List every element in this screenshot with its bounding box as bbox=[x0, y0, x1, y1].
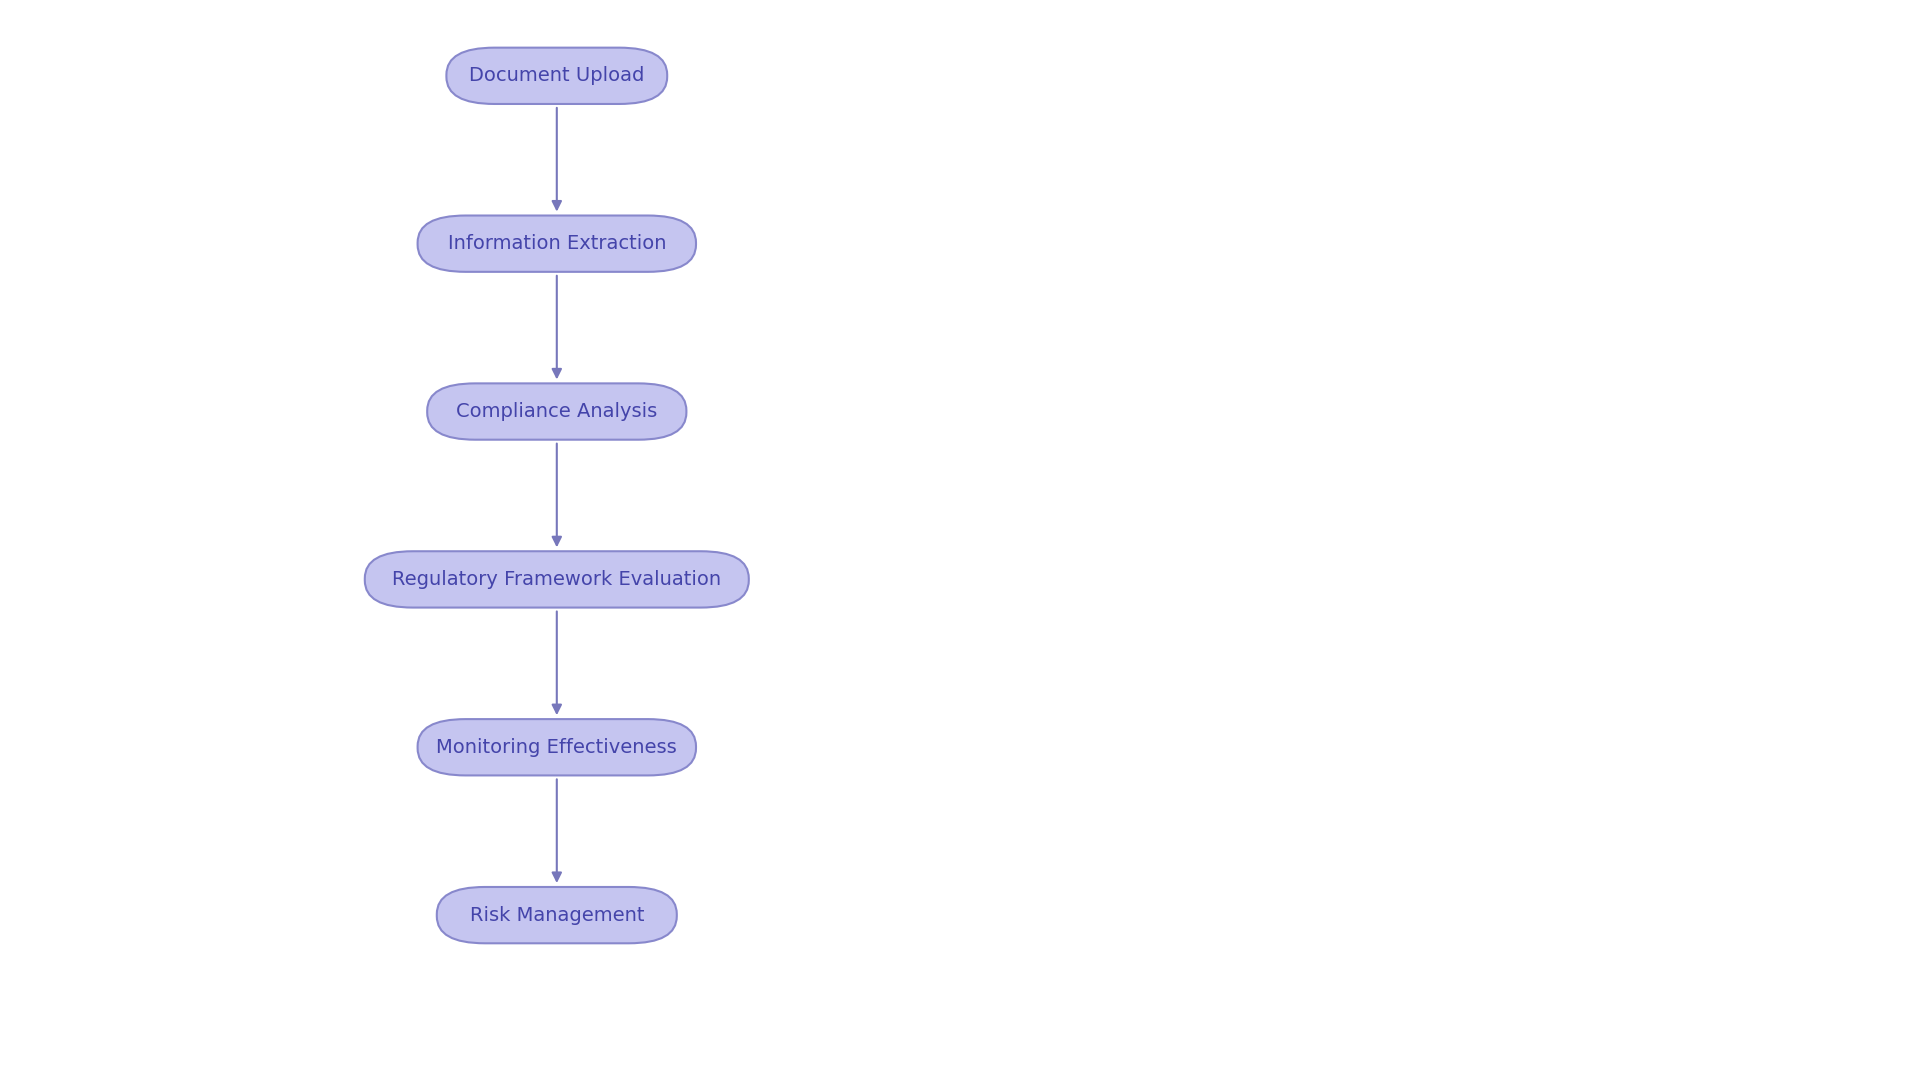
FancyBboxPatch shape bbox=[426, 383, 687, 440]
Text: Compliance Analysis: Compliance Analysis bbox=[457, 402, 657, 421]
FancyBboxPatch shape bbox=[417, 719, 695, 775]
FancyBboxPatch shape bbox=[417, 216, 695, 272]
FancyBboxPatch shape bbox=[365, 551, 749, 608]
FancyBboxPatch shape bbox=[445, 48, 668, 104]
Text: Risk Management: Risk Management bbox=[470, 905, 643, 925]
Text: Regulatory Framework Evaluation: Regulatory Framework Evaluation bbox=[392, 570, 722, 589]
Text: Monitoring Effectiveness: Monitoring Effectiveness bbox=[436, 738, 678, 757]
Text: Information Extraction: Information Extraction bbox=[447, 234, 666, 253]
FancyBboxPatch shape bbox=[436, 887, 676, 943]
Text: Document Upload: Document Upload bbox=[468, 66, 645, 86]
